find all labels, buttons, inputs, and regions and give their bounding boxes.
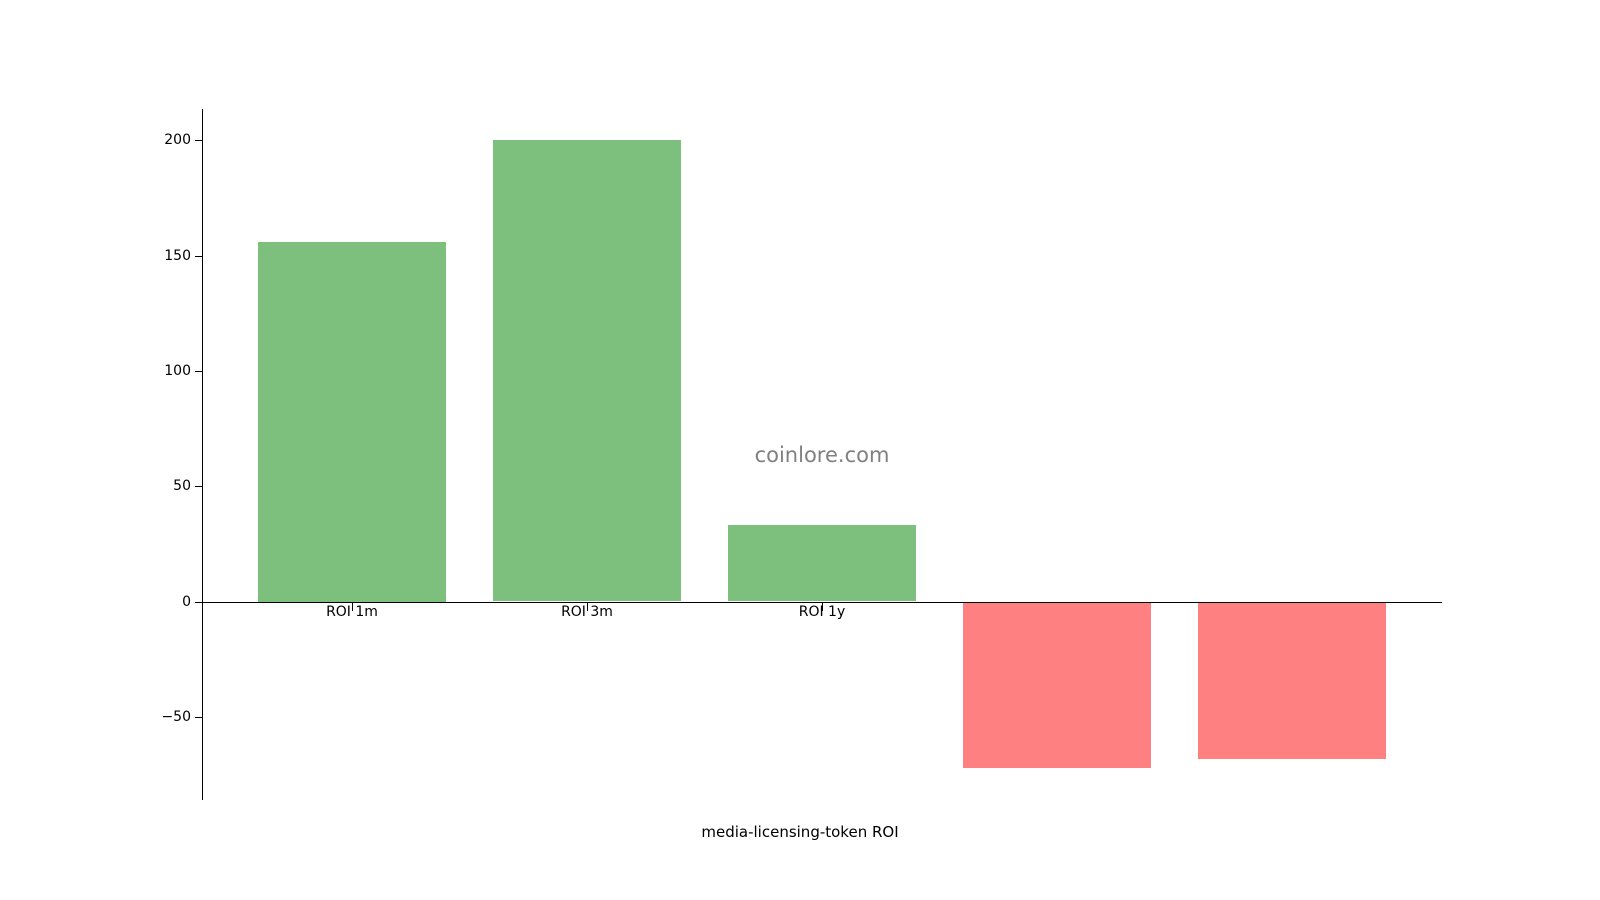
- y-tick-label: 200: [164, 132, 191, 148]
- bar-3: [963, 602, 1151, 768]
- y-tick-label: 100: [164, 363, 191, 379]
- y-axis-line: [202, 109, 203, 800]
- chart-title: media-licensing-token ROI: [701, 823, 899, 841]
- watermark-text: coinlore.com: [754, 443, 890, 467]
- x-axis-line: [202, 602, 1442, 603]
- y-tick-mark: [195, 717, 202, 718]
- x-tick-label: ROI 3m: [561, 604, 613, 620]
- bar-4: [1198, 602, 1386, 759]
- y-tick-label: 0: [182, 594, 191, 610]
- x-tick-mark: [587, 602, 588, 611]
- x-tick-label: ROI 1m: [326, 604, 378, 620]
- bar-0: [258, 242, 446, 602]
- x-tick-mark: [822, 602, 823, 611]
- y-tick-label: 150: [164, 248, 191, 264]
- y-tick-mark: [195, 140, 202, 141]
- y-tick-mark: [195, 602, 202, 603]
- y-tick-mark: [195, 486, 202, 487]
- y-tick-mark: [195, 371, 202, 372]
- x-tick-mark: [352, 602, 353, 611]
- y-tick-label: −50: [161, 709, 191, 725]
- y-tick-label: 50: [173, 478, 191, 494]
- x-tick-label: ROI 1y: [798, 604, 846, 620]
- bar-1: [493, 140, 681, 601]
- y-tick-mark: [195, 256, 202, 257]
- bar-2: [728, 525, 916, 601]
